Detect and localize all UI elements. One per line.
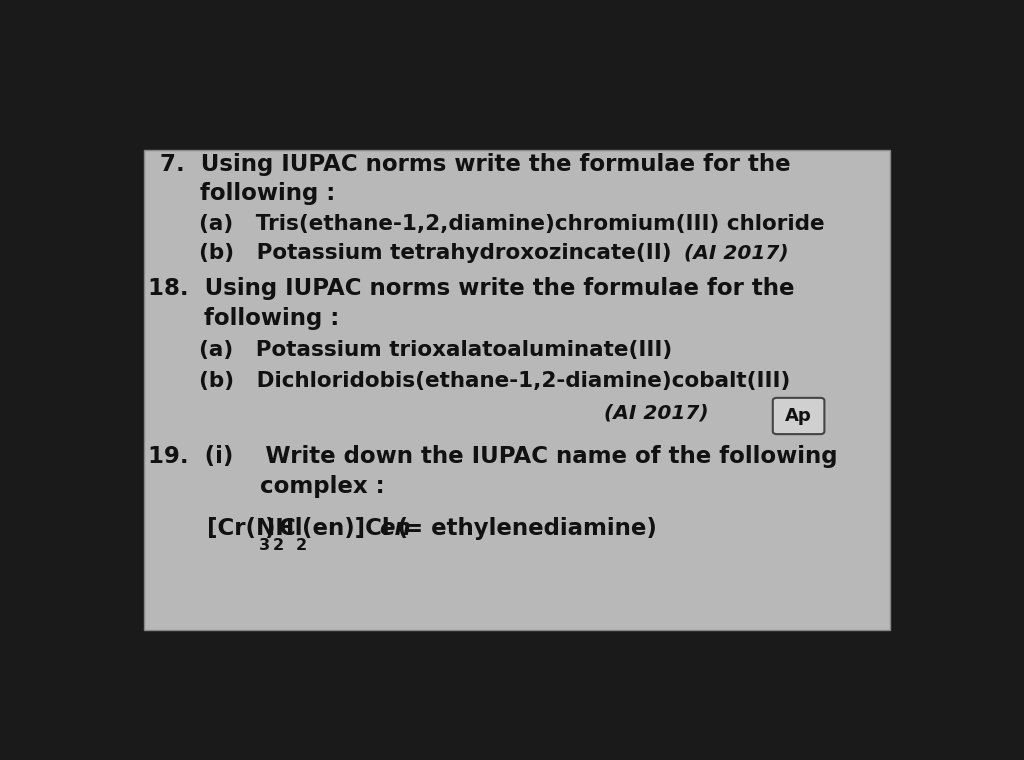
Text: following :: following :: [160, 182, 335, 205]
Text: Ap: Ap: [785, 407, 812, 425]
FancyBboxPatch shape: [773, 397, 824, 434]
Text: en: en: [379, 518, 411, 540]
Text: (AI 2017): (AI 2017): [604, 404, 709, 423]
Text: (b)   Dichloridobis(ethane-1,2-diamine)cobalt(III): (b) Dichloridobis(ethane-1,2-diamine)cob…: [200, 371, 791, 391]
Text: [Cr(NH: [Cr(NH: [207, 518, 295, 540]
Text: Cl: Cl: [279, 518, 303, 540]
Text: ): ): [264, 518, 275, 540]
Text: 19.  (i)    Write down the IUPAC name of the following: 19. (i) Write down the IUPAC name of the…: [147, 445, 838, 468]
Text: (a)   Potassium trioxalatoaluminate(III): (a) Potassium trioxalatoaluminate(III): [200, 340, 673, 359]
Text: (a)   Tris(ethane-1,2,diamine)chromium(III) chloride: (a) Tris(ethane-1,2,diamine)chromium(III…: [200, 214, 825, 234]
FancyBboxPatch shape: [143, 150, 890, 629]
Text: = ethylenediamine): = ethylenediamine): [396, 518, 656, 540]
Text: 7.  Using IUPAC norms write the formulae for the: 7. Using IUPAC norms write the formulae …: [160, 153, 791, 176]
Text: 2: 2: [273, 538, 285, 553]
Text: following :: following :: [147, 307, 339, 330]
Text: complex :: complex :: [147, 475, 384, 498]
Text: (en)]Cl (: (en)]Cl (: [302, 518, 408, 540]
Text: (AI 2017): (AI 2017): [684, 244, 788, 263]
Text: 18.  Using IUPAC norms write the formulae for the: 18. Using IUPAC norms write the formulae…: [147, 277, 795, 300]
Text: 3: 3: [259, 538, 270, 553]
Text: 2: 2: [296, 538, 307, 553]
Text: (b)   Potassium tetrahydroxozincate(II): (b) Potassium tetrahydroxozincate(II): [200, 243, 672, 263]
